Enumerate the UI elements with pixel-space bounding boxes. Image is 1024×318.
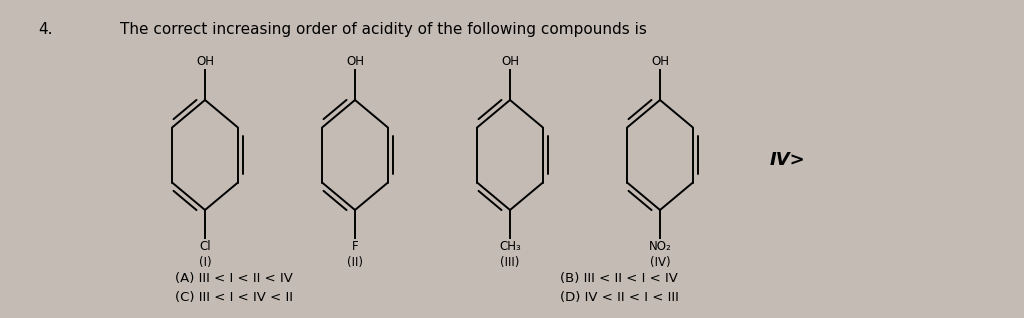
Text: Cl: Cl xyxy=(200,240,211,253)
Text: CH₃: CH₃ xyxy=(499,240,521,253)
Text: (C) III < I < IV < II: (C) III < I < IV < II xyxy=(175,291,293,304)
Text: NO₂: NO₂ xyxy=(648,240,672,253)
Text: (D) IV < II < I < III: (D) IV < II < I < III xyxy=(560,291,679,304)
Text: OH: OH xyxy=(346,55,364,68)
Text: (I): (I) xyxy=(199,256,211,269)
Text: (B) III < II < I < IV: (B) III < II < I < IV xyxy=(560,272,678,285)
Text: The correct increasing order of acidity of the following compounds is: The correct increasing order of acidity … xyxy=(120,22,647,37)
Text: F: F xyxy=(351,240,358,253)
Text: OH: OH xyxy=(196,55,214,68)
Text: (IV): (IV) xyxy=(649,256,671,269)
Text: OH: OH xyxy=(651,55,669,68)
Text: 4.: 4. xyxy=(38,22,52,37)
Text: (II): (II) xyxy=(347,256,362,269)
Text: (III): (III) xyxy=(501,256,520,269)
Text: OH: OH xyxy=(501,55,519,68)
Text: IV>: IV> xyxy=(770,151,806,169)
Text: (A) III < I < II < IV: (A) III < I < II < IV xyxy=(175,272,293,285)
